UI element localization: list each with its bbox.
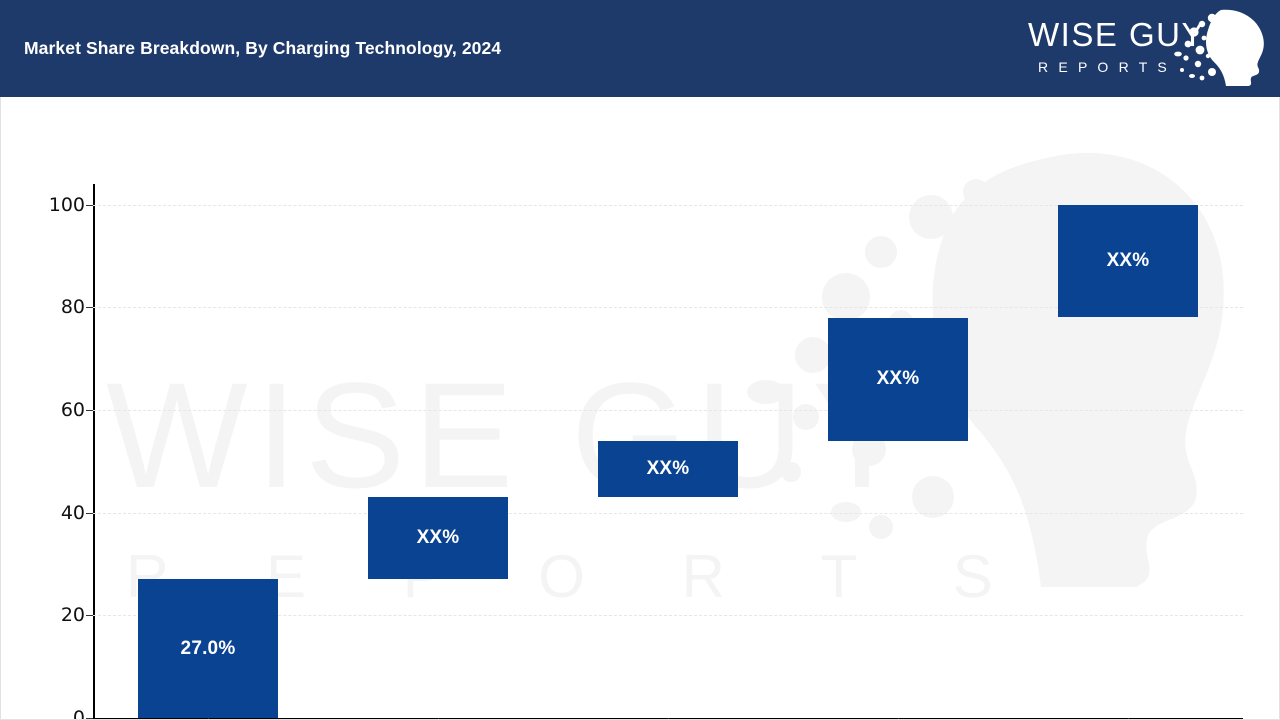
bar-5[interactable]: XX% bbox=[1057, 204, 1199, 318]
bar-4[interactable]: XX% bbox=[827, 317, 969, 441]
y-tick-label: 60 bbox=[60, 398, 85, 421]
bar-value-label: XX% bbox=[876, 368, 920, 390]
wise-guy-reports-logo: WISE GUY R E P O R T S bbox=[1028, 9, 1264, 86]
y-tick-mark bbox=[86, 718, 93, 719]
gridline bbox=[93, 615, 1243, 617]
y-tick-label: 100 bbox=[48, 193, 85, 216]
y-tick-mark bbox=[86, 512, 93, 514]
bar-3[interactable]: XX% bbox=[597, 440, 739, 498]
y-axis-line bbox=[93, 184, 95, 718]
logo-line1-text: WISE GUY bbox=[1028, 16, 1205, 53]
y-tick-mark bbox=[86, 409, 93, 411]
bar-value-label: XX% bbox=[416, 527, 460, 549]
bar-1[interactable]: 27.0% bbox=[137, 579, 279, 718]
y-tick-label: 20 bbox=[60, 604, 85, 627]
bar-2[interactable]: XX% bbox=[367, 497, 509, 580]
y-tick-label: 40 bbox=[60, 501, 85, 524]
gridline bbox=[93, 409, 1243, 411]
y-tick-label: 80 bbox=[60, 296, 85, 319]
x-tick-mark bbox=[668, 718, 669, 719]
y-tick-label: 0 bbox=[72, 707, 85, 720]
y-tick-mark bbox=[86, 615, 93, 617]
y-tick-mark bbox=[86, 204, 93, 206]
logo-line2-text: R E P O R T S bbox=[1038, 59, 1170, 75]
bar-value-label: XX% bbox=[1106, 250, 1150, 271]
gridline bbox=[93, 307, 1243, 309]
x-tick-mark bbox=[438, 718, 439, 719]
page-header: Market Share Breakdown, By Charging Tech… bbox=[0, 0, 1280, 97]
gridline bbox=[93, 512, 1243, 514]
page-title: Market Share Breakdown, By Charging Tech… bbox=[24, 38, 502, 58]
chart-container: WISE GUY R E P O R T S 0 20 40 60 80 100 27.0… bbox=[0, 97, 1280, 720]
logo-head-icon bbox=[1174, 9, 1264, 86]
x-tick-mark bbox=[1128, 718, 1129, 719]
x-tick-mark bbox=[898, 718, 899, 719]
bar-value-label: 27.0% bbox=[180, 637, 236, 659]
gridline bbox=[93, 204, 1243, 206]
y-tick-mark bbox=[86, 307, 93, 309]
bar-value-label: XX% bbox=[646, 457, 690, 479]
x-tick-mark bbox=[208, 718, 209, 719]
